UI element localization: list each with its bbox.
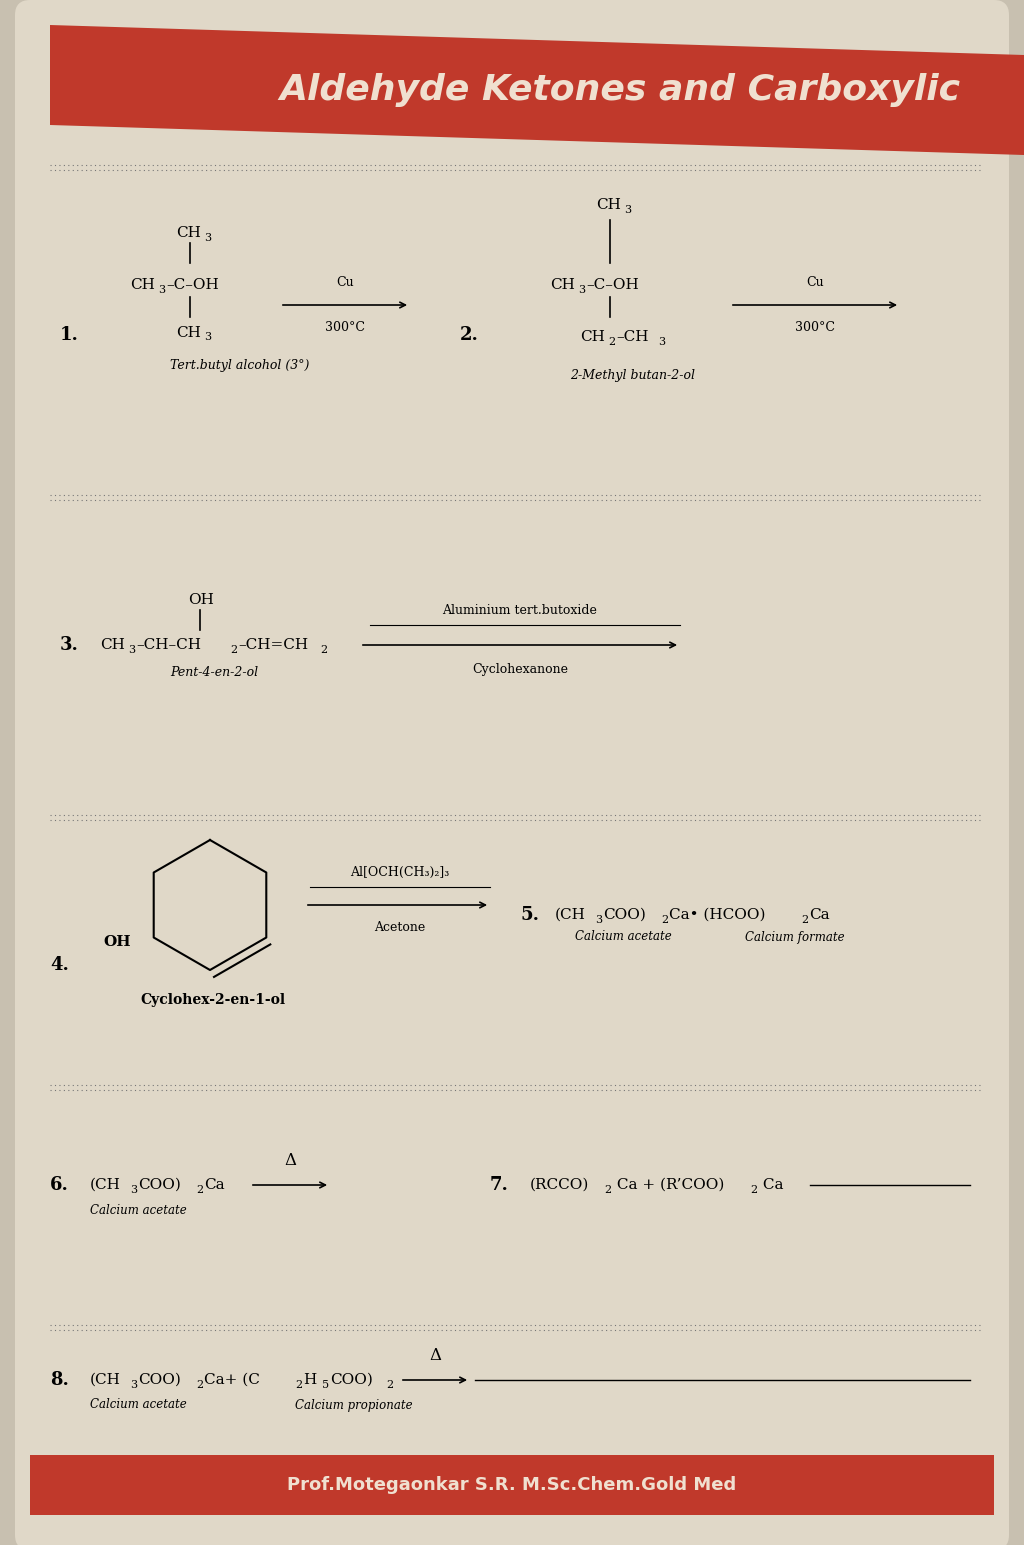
Text: Δ: Δ: [284, 1153, 296, 1170]
Text: 2: 2: [196, 1380, 203, 1390]
Text: 8.: 8.: [50, 1370, 69, 1389]
Text: CH: CH: [176, 326, 201, 340]
Text: Ca• (HCOO): Ca• (HCOO): [669, 908, 766, 922]
Text: CH: CH: [130, 278, 155, 292]
Text: Ca + (R’COO): Ca + (R’COO): [612, 1177, 724, 1193]
Text: 4.: 4.: [50, 956, 69, 973]
Text: 6.: 6.: [50, 1176, 69, 1194]
Text: CH: CH: [580, 331, 605, 345]
Text: COO): COO): [330, 1374, 373, 1387]
Text: 2.: 2.: [460, 326, 479, 345]
Text: –CH=CH: –CH=CH: [238, 638, 308, 652]
Text: 7.: 7.: [490, 1176, 509, 1194]
Text: Prof.Motegaonkar S.R. M.Sc.Chem.Gold Med: Prof.Motegaonkar S.R. M.Sc.Chem.Gold Med: [288, 1475, 736, 1494]
Text: 5.: 5.: [520, 905, 539, 924]
Text: Calcium acetate: Calcium acetate: [575, 930, 672, 944]
Text: Cyclohexanone: Cyclohexanone: [472, 663, 568, 677]
Text: 3: 3: [624, 205, 631, 215]
Text: Al[OCH(CH₃)₂]₃: Al[OCH(CH₃)₂]₃: [350, 867, 450, 879]
Text: Cu: Cu: [806, 277, 824, 289]
Text: –CH–CH: –CH–CH: [136, 638, 201, 652]
Text: Aldehyde Ketones and Carboxylic: Aldehyde Ketones and Carboxylic: [280, 73, 961, 107]
Text: Calcium propionate: Calcium propionate: [295, 1398, 413, 1412]
Text: 3: 3: [158, 284, 165, 295]
Text: 2: 2: [230, 644, 238, 655]
Text: COO): COO): [138, 1374, 181, 1387]
Text: 2: 2: [386, 1380, 393, 1390]
Text: 2: 2: [662, 915, 668, 925]
Text: H: H: [303, 1374, 316, 1387]
Text: 1.: 1.: [60, 326, 79, 345]
Text: OH: OH: [188, 593, 214, 607]
Text: –C–OH: –C–OH: [166, 278, 219, 292]
Text: (RCCO): (RCCO): [530, 1177, 590, 1193]
Text: 3: 3: [595, 915, 602, 925]
Text: 300°C: 300°C: [325, 321, 365, 334]
Text: Aluminium tert.butoxide: Aluminium tert.butoxide: [442, 604, 597, 616]
Text: 5: 5: [322, 1380, 329, 1390]
Text: COO): COO): [603, 908, 646, 922]
Text: 2: 2: [196, 1185, 203, 1194]
Text: Ca: Ca: [758, 1177, 783, 1193]
Text: Calcium acetate: Calcium acetate: [90, 1204, 186, 1216]
Text: CH: CH: [176, 226, 201, 239]
Polygon shape: [50, 25, 1024, 154]
Text: 3: 3: [130, 1380, 137, 1390]
Text: 3: 3: [204, 233, 211, 243]
Text: 3: 3: [578, 284, 585, 295]
Text: 3: 3: [130, 1185, 137, 1194]
Text: (CH: (CH: [555, 908, 586, 922]
Text: Δ: Δ: [429, 1347, 441, 1364]
Text: 2: 2: [295, 1380, 302, 1390]
Text: Tert.butyl alcohol (3°): Tert.butyl alcohol (3°): [170, 358, 309, 371]
Text: 3: 3: [128, 644, 135, 655]
FancyBboxPatch shape: [15, 0, 1009, 1545]
Text: CH: CH: [550, 278, 574, 292]
Text: CH: CH: [100, 638, 125, 652]
Text: OH: OH: [103, 936, 131, 950]
Text: CH: CH: [596, 198, 621, 212]
Polygon shape: [30, 1455, 994, 1516]
Text: Ca+ (C: Ca+ (C: [204, 1374, 260, 1387]
Text: Ca: Ca: [204, 1177, 224, 1193]
Text: 300°C: 300°C: [795, 321, 835, 334]
Text: Cyclohex-2-en-1-ol: Cyclohex-2-en-1-ol: [140, 993, 285, 1007]
Text: 2: 2: [604, 1185, 611, 1194]
Text: –C–OH: –C–OH: [586, 278, 639, 292]
Text: –CH: –CH: [616, 331, 648, 345]
Text: (CH: (CH: [90, 1177, 121, 1193]
Text: 2: 2: [319, 644, 327, 655]
Text: Ca: Ca: [809, 908, 829, 922]
Text: 3: 3: [204, 332, 211, 341]
Text: 3: 3: [658, 337, 666, 348]
Text: Calcium formate: Calcium formate: [745, 930, 845, 944]
Text: (CH: (CH: [90, 1374, 121, 1387]
Text: Cu: Cu: [336, 277, 354, 289]
Text: 2: 2: [801, 915, 808, 925]
Text: 3.: 3.: [60, 637, 79, 654]
Text: COO): COO): [138, 1177, 181, 1193]
Text: Calcium acetate: Calcium acetate: [90, 1398, 186, 1412]
Text: Acetone: Acetone: [375, 921, 426, 935]
Text: Pent-4-en-2-ol: Pent-4-en-2-ol: [170, 666, 258, 680]
Text: 2: 2: [608, 337, 615, 348]
Text: 2-Methyl butan-2-ol: 2-Methyl butan-2-ol: [570, 369, 695, 382]
Text: 2: 2: [750, 1185, 757, 1194]
